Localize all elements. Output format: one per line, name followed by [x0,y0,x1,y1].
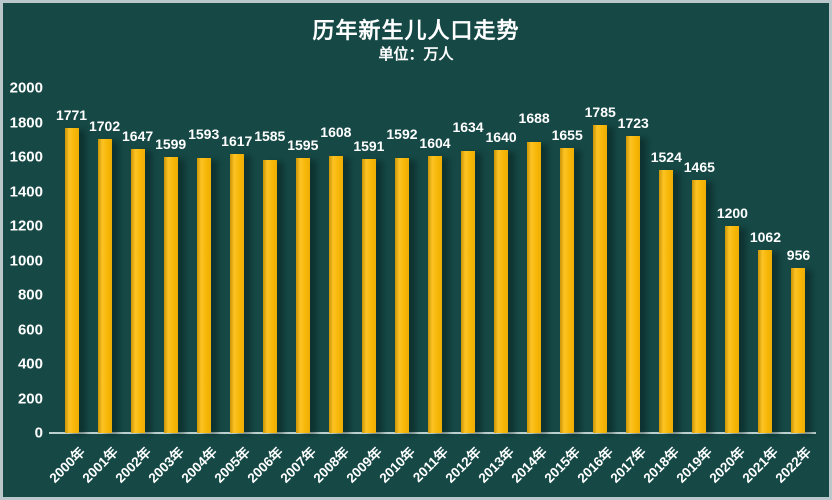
x-tick-label: 2005年 [211,444,253,486]
bar-value-label: 1585 [254,127,286,144]
y-tick-label: 200 [17,390,43,407]
bar [659,170,674,433]
x-tick-label: 2003年 [145,444,187,486]
bar [328,155,343,433]
y-tick-label: 800 [17,286,43,304]
bar [130,148,145,433]
bar-value-label: 1608 [320,123,352,140]
x-tick-label: 2010年 [376,444,418,486]
bar [527,141,542,433]
bar-value-label: 1617 [221,133,253,150]
bar [494,150,509,433]
bar [758,249,773,433]
x-tick-label: 2019年 [673,444,716,486]
bar [229,154,244,433]
x-tick-label: 2000年 [46,444,88,486]
bar [626,135,641,433]
x-tick-label: 2021年 [739,444,782,486]
x-tick-label: 2011年 [410,444,451,486]
bar-value-label: 1634 [452,119,484,136]
x-tick-label: 2018年 [640,444,683,486]
x-tick-label: 2008年 [310,444,352,486]
x-tick-label: 2022年 [772,444,815,486]
bar-value-label: 1647 [122,127,154,144]
y-tick-label: 1600 [9,148,43,166]
bar-value-label: 1702 [88,118,121,135]
bar-value-label: 1723 [617,114,649,131]
bar-value-label: 1604 [419,135,451,152]
x-axis: 2000年 2001年 2002年 2003年 2004年 2005年 2006年 2007年… [46,437,815,497]
bar-value-label: 1591 [353,137,385,154]
x-tick-label: 2017年 [607,444,650,486]
bar-value-label: 1593 [188,126,220,143]
x-tick-label: 2001年 [79,444,121,486]
bar-value-label: 1200 [716,205,748,221]
bar [461,151,476,433]
bar [692,180,707,433]
y-tick-label: 400 [17,355,43,373]
bar-value-label: 1655 [551,126,583,143]
bar [560,147,575,433]
x-tick-label: 2002年 [112,444,154,486]
bar [394,158,409,433]
bar-value-label: 1688 [518,109,550,126]
y-tick-label: 1400 [9,183,43,200]
y-tick-label: 1800 [9,114,43,131]
bar-value-label: 1771 [55,106,88,123]
bar-value-label: 1599 [155,136,187,153]
bar [262,159,277,433]
x-tick-label: 2012年 [442,444,484,486]
chart-subtitle: 单位：万人 [378,46,454,63]
bar [725,226,740,433]
y-tick-label: 2000 [9,79,43,97]
x-axis-line [49,432,816,434]
bar [97,139,112,433]
bar-value-label: 1640 [485,129,517,146]
bar-value-label: 1465 [683,159,715,176]
chart-title: 历年新生儿人口走势 [312,18,520,43]
x-tick-label: 2015年 [541,444,584,486]
y-tick-label: 1000 [9,252,43,269]
bar [428,156,442,433]
bar [163,157,178,433]
x-tick-label: 2009年 [343,444,385,486]
y-tick-label: 0 [34,424,43,442]
x-tick-label: 2007年 [277,444,319,486]
x-tick-label: 2013年 [475,444,517,486]
plot-area: 1771 1702 1647 1599 1593 1617 1585 1595 1608 1591… [49,88,816,434]
bar [64,127,79,433]
bar-value-label: 1785 [584,104,616,121]
bar-value-label: 1524 [650,149,682,166]
bar [295,157,310,433]
bar [196,158,211,433]
x-tick-label: 2004年 [178,444,220,486]
y-tick-label: 600 [17,321,43,338]
bar [791,268,806,433]
x-tick-label: 2006年 [244,444,286,486]
bar-value-label: 1592 [386,126,418,143]
x-tick-label: 2016年 [574,444,617,486]
bar-value-label: 1595 [287,136,319,153]
bar-value-label: 956 [786,247,811,264]
x-tick-label: 2020年 [706,444,749,486]
y-tick-label: 1200 [9,217,43,235]
y-axis: 0 200 400 600 800 1000 1200 1400 1600 1800 2000 [3,81,49,441]
bar [593,125,608,433]
bar-value-label: 1062 [749,228,781,245]
bar [361,158,376,433]
x-tick-label: 2014年 [508,444,551,486]
